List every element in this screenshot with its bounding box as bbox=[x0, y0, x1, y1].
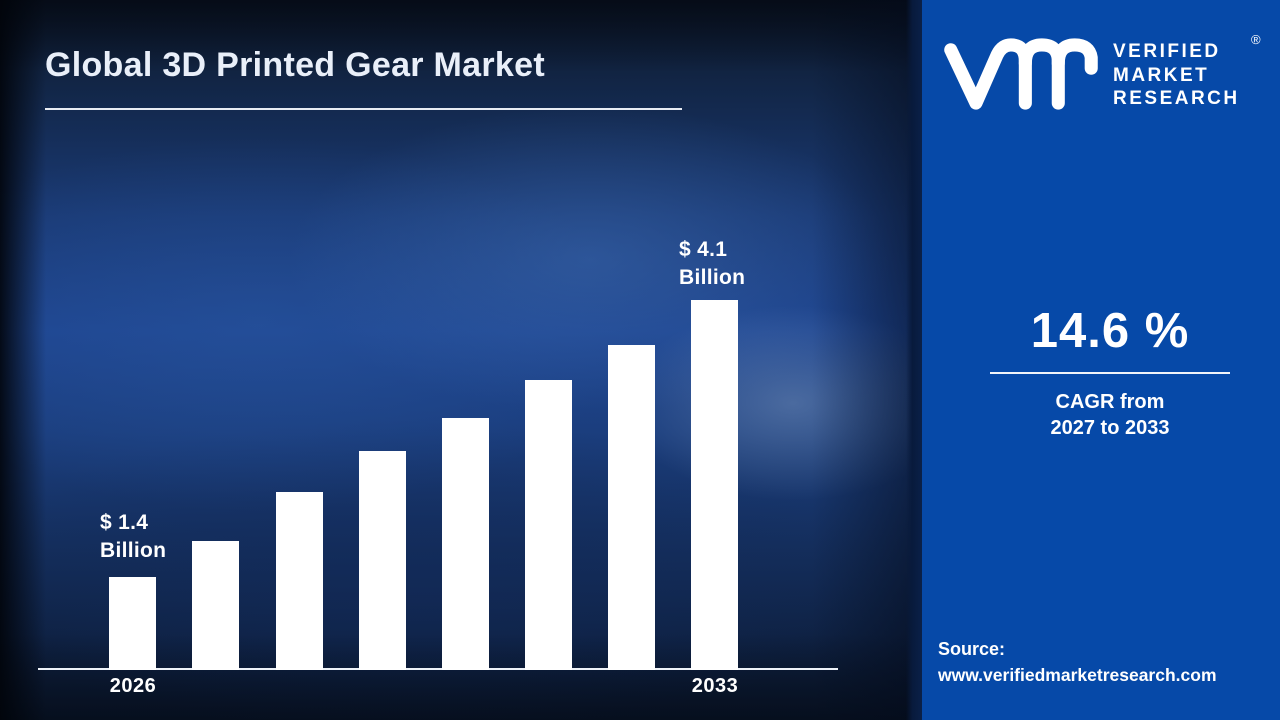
market-growth-chart: $ 1.4 Billion $ 4.1 Billion 2026 2033 bbox=[38, 236, 838, 697]
cagr-caption-line1: CAGR from bbox=[1055, 391, 1165, 413]
page-title: Global 3D Printed Gear Market bbox=[45, 46, 545, 84]
first-bar-value-label: $ 1.4 Billion bbox=[100, 509, 166, 565]
source-block: Source: www.verifiedmarketresearch.com bbox=[938, 637, 1217, 687]
last-bar-unit: Billion bbox=[679, 266, 746, 289]
cagr-caption-line2: 2027 to 2033 bbox=[1050, 417, 1170, 439]
logo-line-verified: VERIFIED bbox=[1113, 41, 1221, 62]
cagr-value: 14.6 % bbox=[1030, 304, 1190, 358]
cagr-caption: CAGR from 2027 to 2033 bbox=[960, 389, 1260, 441]
x-axis-line bbox=[38, 668, 838, 670]
first-bar-unit: Billion bbox=[100, 539, 167, 562]
bar-2028 bbox=[276, 492, 323, 670]
registered-trademark-icon: ® bbox=[1251, 32, 1261, 47]
vmr-monogram-icon bbox=[944, 38, 1098, 110]
logo-line-research: RESEARCH bbox=[1113, 88, 1240, 109]
panel-divider bbox=[906, 0, 922, 720]
vmr-logo: VERIFIED MARKET RESEARCH ® bbox=[922, 0, 1280, 130]
bar-2029 bbox=[359, 451, 406, 670]
vmr-logo-wordmark: VERIFIED MARKET RESEARCH bbox=[1113, 40, 1240, 111]
x-axis-label-2026: 2026 bbox=[109, 675, 157, 697]
title-underline bbox=[45, 108, 682, 110]
bar-2033 bbox=[691, 300, 738, 670]
first-bar-value: $ 1.4 bbox=[100, 511, 149, 534]
right-info-panel: VERIFIED MARKET RESEARCH ® 14.6 % CAGR f… bbox=[922, 0, 1280, 720]
bar-2027 bbox=[192, 541, 239, 670]
source-url[interactable]: www.verifiedmarketresearch.com bbox=[938, 665, 1217, 685]
bar-2031 bbox=[525, 380, 572, 670]
logo-line-market: MARKET bbox=[1113, 64, 1210, 86]
source-label: Source: bbox=[938, 639, 1006, 659]
bar-2030 bbox=[442, 418, 489, 670]
last-bar-value-label: $ 4.1 Billion bbox=[679, 236, 745, 292]
bar-2026 bbox=[109, 577, 156, 670]
x-axis-label-2033: 2033 bbox=[691, 675, 739, 697]
cagr-block: 14.6 % CAGR from 2027 to 2033 bbox=[960, 303, 1260, 441]
cagr-underline bbox=[990, 372, 1230, 374]
last-bar-value: $ 4.1 bbox=[679, 238, 728, 261]
bar-2032 bbox=[608, 345, 655, 670]
